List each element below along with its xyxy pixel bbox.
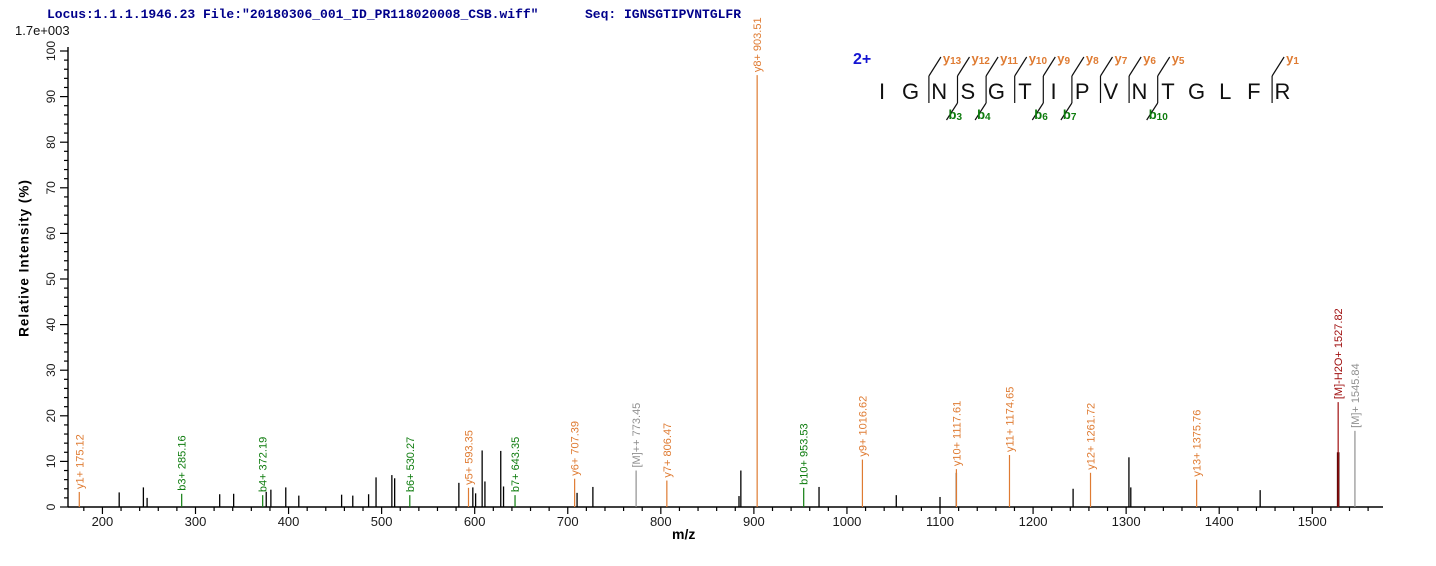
y-tick-label: 40: [44, 318, 58, 332]
peak-annotation-label: b3+ 285.16: [177, 435, 189, 490]
residue-letter: F: [1247, 79, 1260, 104]
y-cleavage-slash: [1157, 56, 1171, 77]
residue-letter: L: [1219, 79, 1231, 104]
b-ion-label: b7: [1063, 107, 1077, 123]
peak-annotation-label: [M]-H2O+ 1527.82: [1333, 308, 1345, 399]
y-tick-label: 80: [44, 135, 58, 149]
y-tick-label: 0: [44, 503, 58, 510]
y-cleavage-slash: [1071, 56, 1085, 77]
y-cleavage-slash: [1042, 56, 1056, 77]
peak-annotation-label: [M]++ 773.45: [631, 403, 643, 468]
sequence-label: Seq: IGNSGTIPVNTGLFR: [585, 7, 742, 22]
y-ion-label: y11: [1000, 51, 1018, 67]
y-tick-label: 30: [44, 363, 58, 377]
b-cleavage-slash: [974, 102, 987, 121]
b-ion-label: b6: [1034, 107, 1048, 123]
peak-annotation-label: y8+ 903.51: [752, 17, 764, 72]
peak-annotation-label: b4+ 372.19: [258, 437, 270, 492]
b-cleavage-slash: [1031, 102, 1044, 121]
header-bar: Locus:1.1.1.1946.23 File:"20180306_001_I…: [47, 7, 1427, 22]
x-tick-label: 1400: [1205, 514, 1234, 529]
residue-letter: G: [988, 79, 1005, 104]
y-ion-label: y13: [943, 51, 962, 67]
b-cleavage-slash: [945, 102, 959, 121]
base-peak-intensity-label: 1.7e+003: [15, 23, 70, 38]
y-ion-label: y1: [1286, 51, 1299, 67]
y-tick-label: 50: [44, 272, 58, 286]
peak-annotation-label: y5+ 593.35: [464, 430, 476, 485]
peak-annotation-label: b6+ 530.27: [405, 437, 417, 492]
y-tick-label: 100: [44, 41, 58, 61]
residue-letter: V: [1103, 79, 1118, 104]
peak-annotation-label: y10+ 1117.61: [951, 401, 963, 466]
x-tick-label: 700: [557, 514, 579, 529]
y-ion-label: y6: [1143, 51, 1156, 67]
precursor-charge-label: 2+: [853, 51, 871, 68]
residue-letter: I: [1051, 79, 1057, 104]
x-tick-label: 400: [278, 514, 300, 529]
peak-annotation-label: y11+ 1174.65: [1004, 387, 1016, 452]
x-tick-label: 900: [743, 514, 765, 529]
residue-letter: S: [960, 79, 975, 104]
x-tick-label: 1000: [832, 514, 861, 529]
x-tick-label: 200: [92, 514, 114, 529]
x-tick-label: 1100: [926, 514, 954, 529]
residue-letter: T: [1018, 79, 1031, 104]
x-tick-label: 1500: [1298, 514, 1327, 529]
b-cleavage-slash: [1060, 102, 1073, 121]
residue-letter: R: [1274, 79, 1290, 104]
y-cleavage-slash: [1128, 56, 1142, 77]
x-tick-label: 1200: [1019, 514, 1048, 529]
x-tick-label: 500: [371, 514, 393, 529]
residue-letter: I: [879, 79, 885, 104]
y-cleavage-slash: [928, 56, 942, 77]
peak-annotation-label: y1+ 175.12: [74, 434, 86, 489]
y-ion-label: y10: [1029, 51, 1048, 67]
y-ion-label: y5: [1172, 51, 1185, 67]
y-cleavage-slash: [1271, 56, 1285, 77]
residue-letter: G: [1188, 79, 1205, 104]
y-ion-label: y12: [972, 51, 991, 67]
b-ion-label: b10: [1149, 107, 1169, 123]
peak-annotation-label: y6+ 707.39: [570, 421, 582, 476]
residue-letter: G: [902, 79, 919, 104]
y-cleavage-slash: [1014, 56, 1028, 77]
x-tick-label: 800: [650, 514, 672, 529]
x-tick-label: 300: [185, 514, 207, 529]
y-cleavage-slash: [985, 56, 999, 77]
peak-annotation-label: b10+ 953.53: [799, 423, 811, 484]
peak-annotation-label: y9+ 1016.62: [857, 396, 869, 457]
peak-annotation-label: y7+ 806.47: [662, 423, 674, 478]
peak-annotation-label: [M]+ 1545.84: [1350, 363, 1362, 428]
y-ion-label: y9: [1057, 51, 1070, 67]
x-tick-label: 1300: [1112, 514, 1141, 529]
peak-annotation-label: y12+ 1261.72: [1086, 403, 1098, 470]
residue-letter: N: [931, 79, 947, 104]
residue-letter: P: [1075, 79, 1090, 104]
b-ion-label: b3: [949, 107, 963, 123]
b-cleavage-slash: [1146, 102, 1159, 121]
locus-file-label: Locus:1.1.1.1946.23 File:"20180306_001_I…: [47, 7, 539, 22]
x-tick-label: 600: [464, 514, 486, 529]
y-ion-label: y7: [1115, 51, 1128, 67]
residue-letter: N: [1131, 79, 1147, 104]
residue-letter: T: [1161, 79, 1174, 104]
peak-annotation-label: b7+ 643.35: [510, 437, 522, 492]
y-tick-label: 70: [44, 181, 58, 195]
y-cleavage-slash: [956, 56, 971, 77]
y-ion-label: y8: [1086, 51, 1099, 67]
y-tick-label: 60: [44, 226, 58, 240]
y-tick-label: 90: [44, 90, 58, 104]
y-tick-label: 20: [44, 409, 58, 423]
y-tick-label: 10: [44, 454, 58, 468]
x-axis-title: m/z: [672, 526, 696, 542]
y-cleavage-slash: [1099, 56, 1114, 77]
peak-annotation-label: y13+ 1375.76: [1192, 410, 1204, 477]
b-ion-label: b4: [977, 107, 991, 123]
